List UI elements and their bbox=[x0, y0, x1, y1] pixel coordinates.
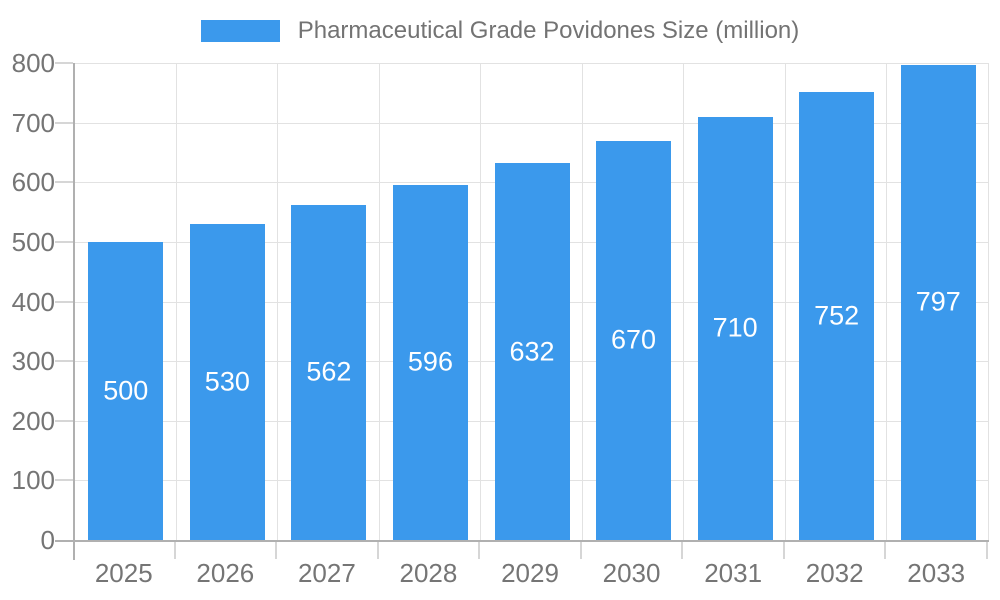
gridline-v-6 bbox=[683, 63, 685, 540]
legend-swatch bbox=[200, 20, 280, 42]
chart-legend[interactable]: Pharmaceutical Grade Povidones Size (mil… bbox=[0, 17, 1000, 45]
bar-2026[interactable]: 530 bbox=[189, 224, 265, 540]
bar-2025[interactable]: 500 bbox=[88, 241, 164, 540]
x-tick-1 bbox=[173, 542, 176, 559]
legend-label: Pharmaceutical Grade Povidones Size (mil… bbox=[297, 17, 800, 44]
gridline-v-1 bbox=[175, 63, 177, 540]
bar-value-label-2027: 562 bbox=[306, 356, 352, 387]
y-tick-label-800: 800 bbox=[11, 48, 55, 78]
x-tick-label-2033: 2033 bbox=[907, 558, 966, 588]
gridline-v-4 bbox=[480, 63, 482, 540]
y-tick-300 bbox=[55, 360, 73, 363]
x-tick-6 bbox=[681, 542, 684, 559]
x-tick-2 bbox=[275, 542, 278, 559]
gridline-h-800 bbox=[75, 63, 989, 64]
gridline-v-2 bbox=[277, 63, 279, 540]
y-axis-origin-tick bbox=[73, 540, 75, 560]
bar-value-label-2025: 500 bbox=[103, 375, 149, 406]
x-tick-5 bbox=[579, 542, 582, 559]
y-tick-400 bbox=[55, 300, 73, 303]
x-tick-3 bbox=[376, 542, 379, 559]
y-tick-label-100: 100 bbox=[11, 465, 55, 496]
y-tick-label-600: 600 bbox=[11, 167, 55, 198]
bar-2033[interactable]: 797 bbox=[900, 64, 976, 540]
gridline-v-7 bbox=[784, 63, 786, 540]
x-tick-4 bbox=[478, 542, 481, 559]
bar-value-label-2026: 530 bbox=[204, 366, 250, 397]
x-tick-label-2026: 2026 bbox=[196, 558, 255, 588]
x-axis-origin-tick bbox=[55, 540, 73, 542]
x-tick-label-2027: 2027 bbox=[297, 558, 356, 588]
y-tick-label-700: 700 bbox=[11, 107, 55, 138]
gridline-v-3 bbox=[378, 63, 380, 540]
bar-value-label-2030: 670 bbox=[611, 324, 657, 355]
y-tick-label-500: 500 bbox=[11, 226, 55, 257]
x-tick-label-2028: 2028 bbox=[399, 558, 458, 588]
bar-2028[interactable]: 596 bbox=[392, 184, 468, 540]
y-tick-800 bbox=[55, 62, 73, 64]
x-tick-7 bbox=[782, 542, 785, 559]
y-tick-200 bbox=[55, 419, 73, 422]
bar-value-label-2029: 632 bbox=[509, 336, 555, 367]
bar-2027[interactable]: 562 bbox=[291, 204, 367, 540]
x-tick-label-2030: 2030 bbox=[602, 558, 661, 588]
plot-area: 500 530 562 596 632 670 710 752 797 bbox=[73, 63, 989, 542]
x-tick-label-2025: 2025 bbox=[94, 558, 153, 588]
y-tick-label-400: 400 bbox=[11, 286, 55, 317]
y-tick-500 bbox=[55, 240, 73, 243]
y-tick-700 bbox=[55, 121, 73, 124]
gridline-v-5 bbox=[581, 63, 583, 540]
x-tick-label-2029: 2029 bbox=[501, 558, 559, 588]
y-tick-label-0: 0 bbox=[40, 525, 55, 555]
x-tick-9 bbox=[986, 542, 988, 559]
gridline-h-700 bbox=[75, 122, 989, 124]
gridline-v-9 bbox=[988, 63, 989, 540]
bar-2030[interactable]: 670 bbox=[596, 140, 672, 540]
y-tick-label-300: 300 bbox=[11, 346, 55, 377]
y-tick-100 bbox=[55, 479, 73, 482]
bar-value-label-2033: 797 bbox=[915, 286, 961, 317]
gridline-v-8 bbox=[886, 63, 888, 540]
x-tick-8 bbox=[884, 542, 887, 559]
bar-2031[interactable]: 710 bbox=[697, 116, 773, 540]
y-tick-600 bbox=[55, 181, 73, 184]
bar-2029[interactable]: 632 bbox=[494, 163, 570, 540]
bar-value-label-2031: 710 bbox=[712, 312, 758, 343]
bar-2032[interactable]: 752 bbox=[799, 91, 875, 540]
bar-value-label-2028: 596 bbox=[407, 346, 453, 377]
x-tick-label-2032: 2032 bbox=[805, 558, 864, 588]
y-tick-label-200: 200 bbox=[11, 405, 55, 436]
x-tick-label-2031: 2031 bbox=[704, 558, 763, 588]
bar-value-label-2032: 752 bbox=[814, 300, 860, 331]
